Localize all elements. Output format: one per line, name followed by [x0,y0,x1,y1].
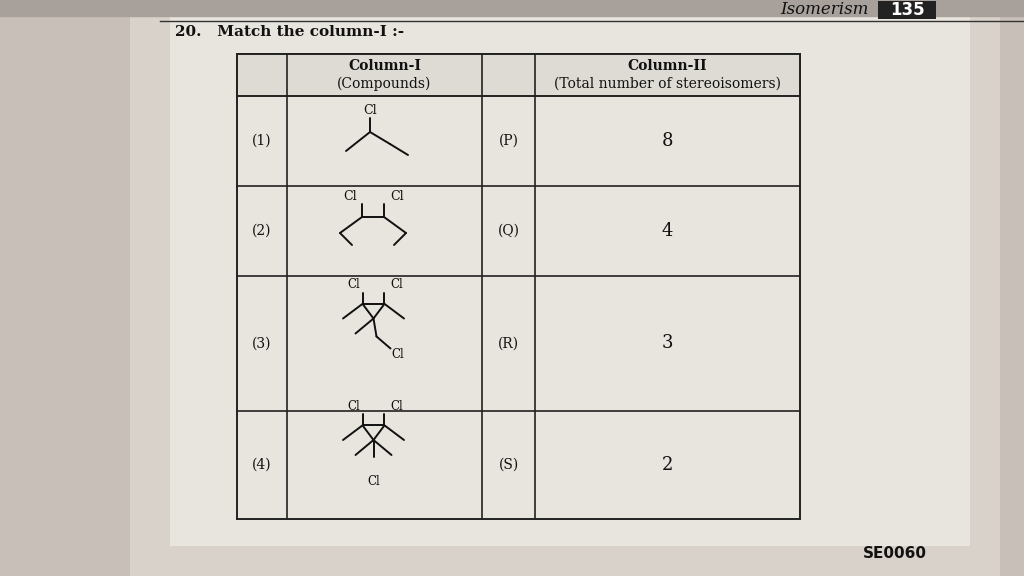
Text: Cl: Cl [391,348,404,362]
Bar [237,54,800,96]
Text: 20.   Match the column-I :-: 20. Match the column-I :- [175,25,404,39]
Text: (Compounds): (Compounds) [337,77,432,91]
Text: 2: 2 [662,456,673,474]
Text: (S): (S) [499,458,518,472]
Text: Cl: Cl [368,475,380,488]
Text: (Q): (Q) [498,224,519,238]
Text: Isomerism: Isomerism [780,2,868,18]
Text: 8: 8 [662,132,673,150]
Text: Cl: Cl [347,400,360,413]
Text: (3): (3) [252,336,271,351]
Text: Column-II: Column-II [628,59,708,73]
Text: SE0060: SE0060 [863,547,927,562]
Text: 4: 4 [662,222,673,240]
Text: 3: 3 [662,335,673,353]
Text: Column-I: Column-I [348,59,421,73]
Text: Cl: Cl [390,400,402,413]
Text: (1): (1) [252,134,271,148]
Text: Cl: Cl [347,279,360,291]
Text: (R): (R) [498,336,519,351]
Text: 135: 135 [890,1,925,19]
Bar [170,6,970,546]
Bar [237,54,800,519]
Bar [878,1,936,19]
Text: (P): (P) [499,134,518,148]
Text: Cl: Cl [343,190,357,203]
Text: (4): (4) [252,458,271,472]
Text: (Total number of stereoisomers): (Total number of stereoisomers) [554,77,781,91]
Text: Cl: Cl [364,104,377,117]
Text: Cl: Cl [390,279,402,291]
Bar [130,0,1000,576]
Text: (2): (2) [252,224,271,238]
Text: Cl: Cl [390,190,403,203]
